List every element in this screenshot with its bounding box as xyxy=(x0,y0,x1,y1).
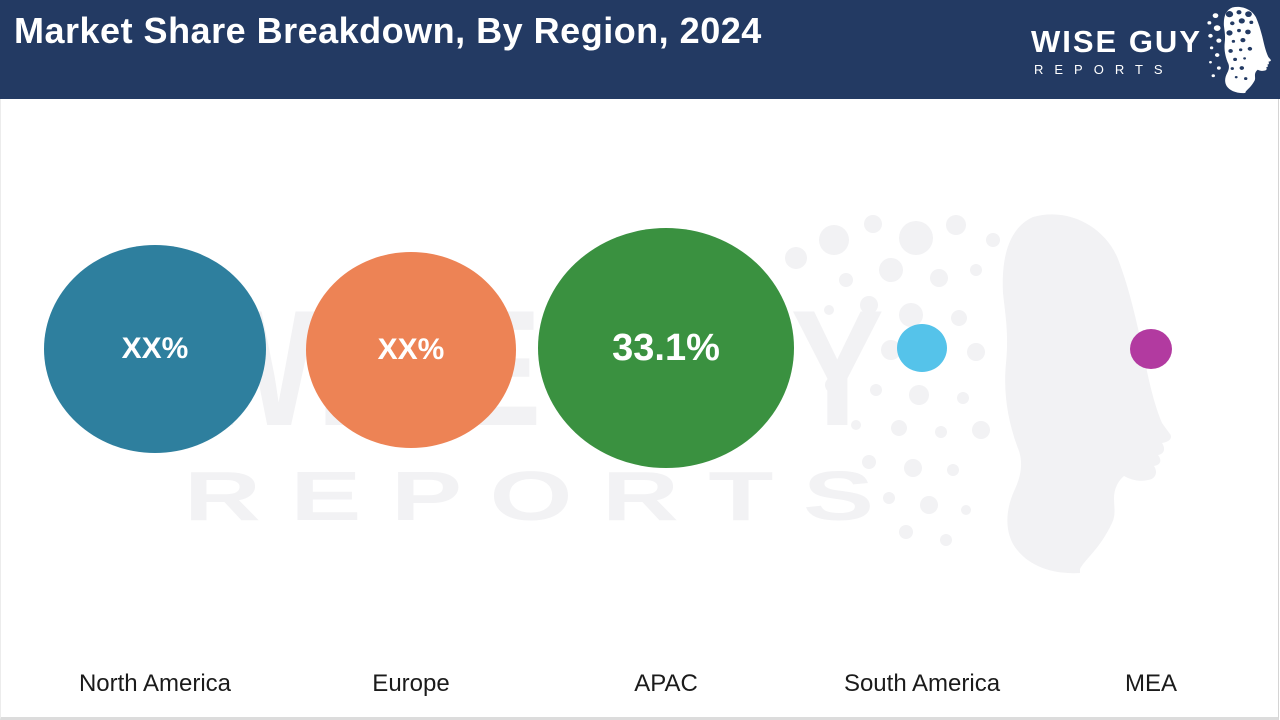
watermark-head-icon xyxy=(785,214,1172,574)
bubble-value-label: XX% xyxy=(377,333,445,366)
bubble-europe: XX% xyxy=(306,252,516,448)
bubble-value-label: 33.1% xyxy=(612,327,720,369)
bubble-north-america: XX% xyxy=(44,245,266,453)
category-label-apac: APAC xyxy=(634,670,698,697)
bubble-south-america xyxy=(897,324,947,372)
brand-head-icon xyxy=(1207,6,1271,94)
brand-sub: REPORTS xyxy=(1033,61,1174,77)
bubble-value-label: XX% xyxy=(121,332,189,365)
watermark-reports: R E P O R T S xyxy=(184,457,874,535)
page-title: Market Share Breakdown, By Region, 2024 xyxy=(14,10,762,51)
category-label-mea: MEA xyxy=(1124,670,1178,697)
brand-wordmark: WISE GUY REPORTS xyxy=(1031,24,1202,77)
header-bar: Market Share Breakdown, By Region, 2024 … xyxy=(0,0,1280,99)
brand-name: WISE GUY xyxy=(1030,23,1202,59)
chart-area: WISE GUY R E P O R T S xyxy=(0,99,1279,720)
bubble-apac: 33.1% xyxy=(538,228,794,468)
brand-logo: WISE GUY REPORTS xyxy=(1031,4,1272,96)
category-label-north-america: North America xyxy=(78,670,232,697)
bubble-mea xyxy=(1130,329,1172,369)
category-label-south-america: South America xyxy=(843,670,1001,697)
category-label-europe: Europe xyxy=(372,670,450,697)
